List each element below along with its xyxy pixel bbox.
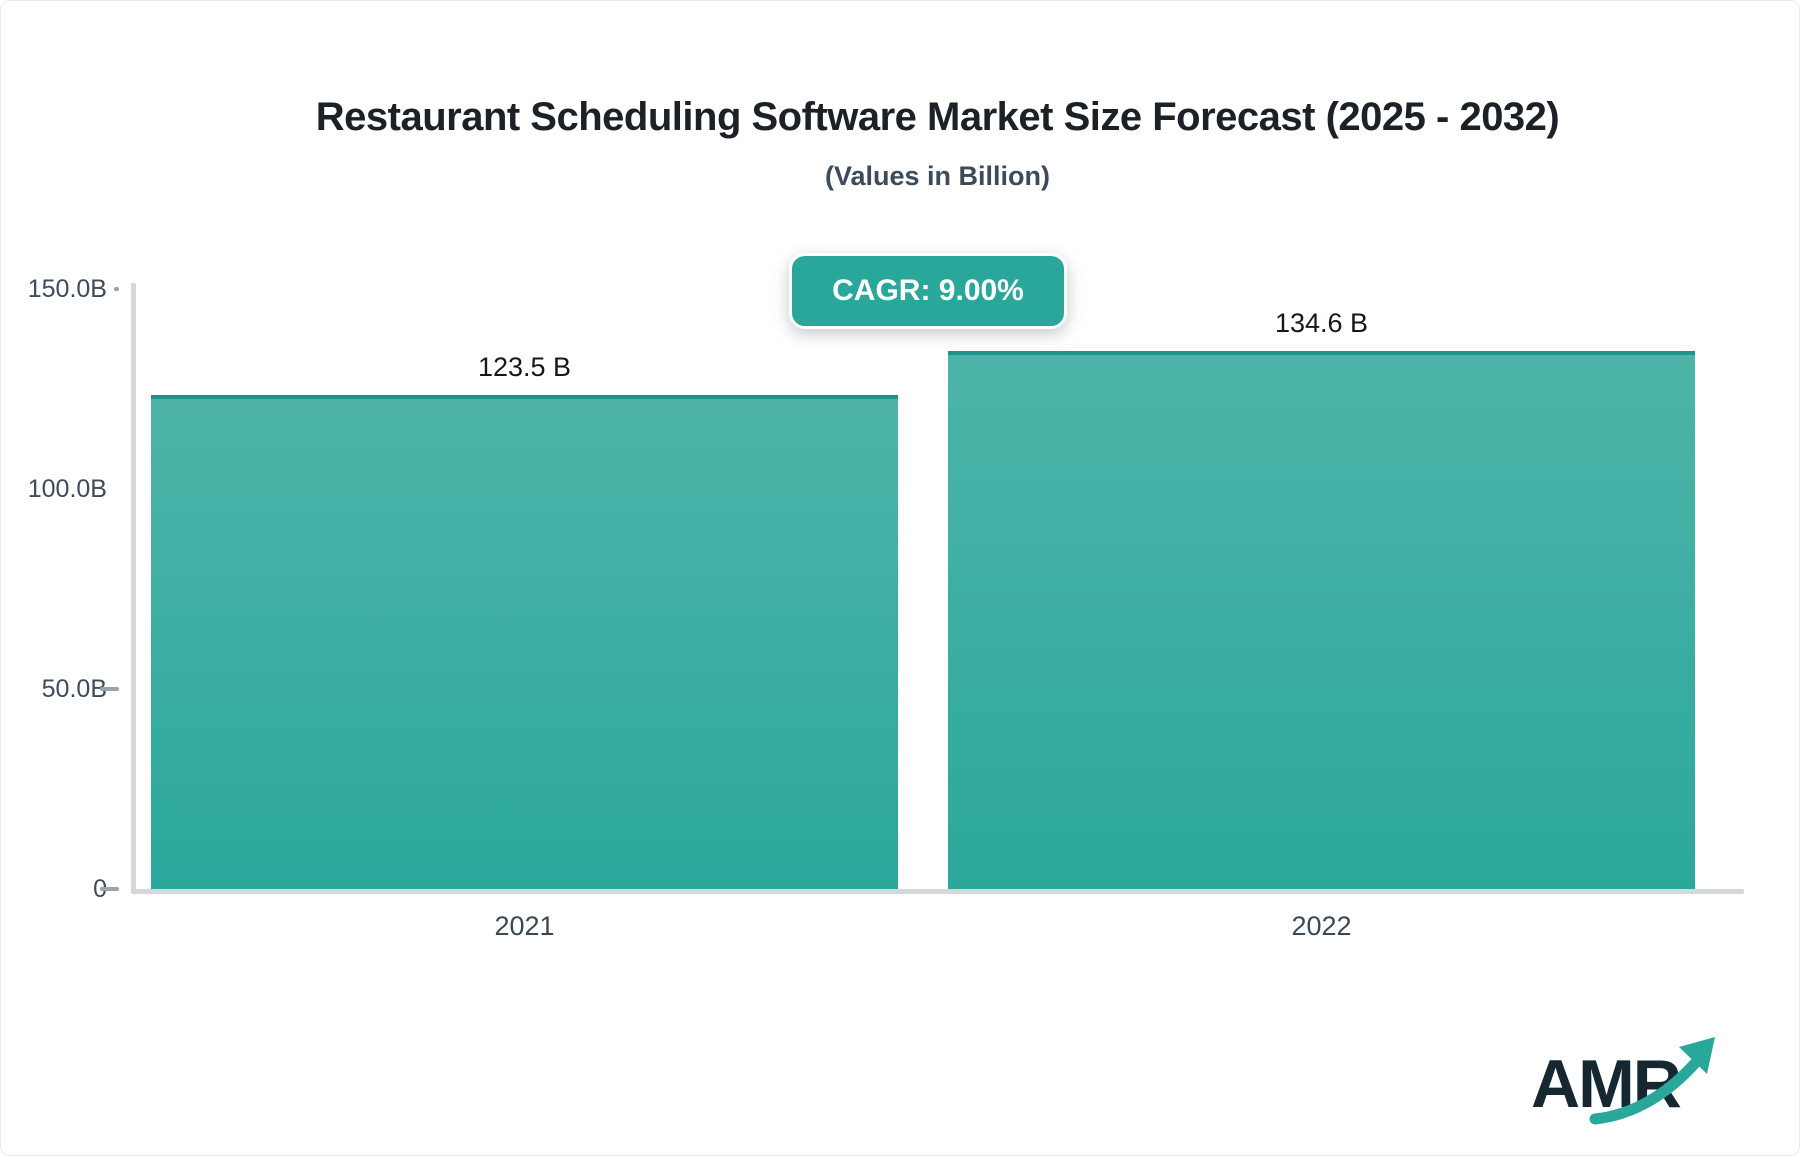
y-axis-tick-mark [100,687,119,691]
y-axis-tick-label: 100.0B [27,475,107,503]
chart-subtitle: (Values in Billion) [824,161,1051,191]
x-axis-category-label: 2022 [1291,911,1352,941]
x-axis-category-label: 2021 [494,911,555,941]
x-axis-line [131,889,1744,894]
amr-logo: AMR [1529,1031,1759,1131]
y-axis-tick-mark [100,887,119,891]
bar-2021 [151,395,898,889]
amr-logo-graphic: AMR [1531,1037,1715,1125]
y-axis-tick-label: 50.0B [41,675,107,703]
y-axis-tick-label: 0 [0,873,107,905]
amr-logo-arrow-icon [1589,1037,1715,1125]
bar-2022 [948,351,1695,889]
chart-title: Restaurant Scheduling Software Market Si… [315,95,1560,139]
y-axis-tick-mark [114,287,119,291]
bar-value-label: 134.6 B [1274,308,1369,338]
cagr-badge-label: CAGR: 9.00% [832,274,1024,307]
amr-logo-text: AMR [1531,1046,1681,1122]
y-axis-tick-label: 150.0B [27,275,107,303]
cagr-badge: CAGR: 9.00% [789,253,1067,329]
y-axis-line [131,283,136,894]
bar-value-label: 123.5 B [477,352,572,382]
